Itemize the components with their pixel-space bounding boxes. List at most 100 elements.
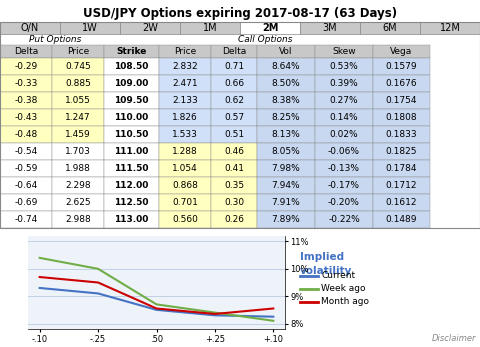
- Text: 108.50: 108.50: [114, 62, 149, 71]
- Bar: [104, 194, 159, 211]
- Text: 112.00: 112.00: [114, 181, 149, 190]
- Bar: [0, 109, 52, 126]
- Bar: [104, 45, 159, 58]
- Text: 8.50%: 8.50%: [272, 79, 300, 88]
- Text: 0.30: 0.30: [224, 198, 244, 207]
- Bar: [373, 160, 430, 177]
- Bar: [0, 22, 60, 34]
- Bar: [159, 194, 211, 211]
- Bar: [159, 58, 211, 75]
- Bar: [315, 126, 373, 143]
- Text: 1.055: 1.055: [65, 96, 91, 105]
- Text: 0.46: 0.46: [224, 147, 244, 156]
- Text: 12M: 12M: [440, 23, 460, 33]
- Bar: [159, 143, 211, 160]
- Bar: [0, 75, 52, 92]
- Bar: [373, 45, 430, 58]
- Text: 2W: 2W: [142, 23, 158, 33]
- Bar: [211, 92, 257, 109]
- Bar: [104, 211, 159, 228]
- Bar: [257, 58, 315, 75]
- Bar: [0, 211, 52, 228]
- Text: -0.13%: -0.13%: [328, 164, 360, 173]
- Text: 0.1808: 0.1808: [386, 113, 417, 122]
- Bar: [60, 22, 120, 34]
- Text: 0.1833: 0.1833: [386, 130, 417, 139]
- Bar: [257, 109, 315, 126]
- Bar: [315, 160, 373, 177]
- Text: 3M: 3M: [323, 23, 337, 33]
- Text: 0.71: 0.71: [224, 62, 244, 71]
- Bar: [52, 177, 104, 194]
- Bar: [315, 177, 373, 194]
- Text: Month ago: Month ago: [321, 297, 369, 306]
- Bar: [52, 45, 104, 58]
- Text: 1.533: 1.533: [172, 130, 198, 139]
- Bar: [315, 143, 373, 160]
- Text: 0.41: 0.41: [224, 164, 244, 173]
- Text: 2.298: 2.298: [65, 181, 91, 190]
- Bar: [0, 177, 52, 194]
- Bar: [315, 109, 373, 126]
- Bar: [52, 143, 104, 160]
- Bar: [180, 22, 240, 34]
- Text: 2.471: 2.471: [172, 79, 198, 88]
- Text: 112.50: 112.50: [114, 198, 149, 207]
- Text: Vol: Vol: [279, 47, 293, 56]
- Text: 0.1676: 0.1676: [386, 79, 417, 88]
- Bar: [159, 92, 211, 109]
- Bar: [159, 45, 211, 58]
- Bar: [211, 45, 257, 58]
- Bar: [211, 126, 257, 143]
- Text: 8.13%: 8.13%: [272, 130, 300, 139]
- Bar: [373, 194, 430, 211]
- Bar: [0, 143, 52, 160]
- Text: 1.459: 1.459: [65, 130, 91, 139]
- Bar: [104, 177, 159, 194]
- Text: -0.48: -0.48: [14, 130, 37, 139]
- Text: 109.00: 109.00: [114, 79, 149, 88]
- Bar: [315, 211, 373, 228]
- Bar: [373, 126, 430, 143]
- Bar: [373, 75, 430, 92]
- Text: 0.885: 0.885: [65, 79, 91, 88]
- Bar: [373, 211, 430, 228]
- Text: Skew: Skew: [332, 47, 356, 56]
- Bar: [257, 92, 315, 109]
- Bar: [257, 143, 315, 160]
- Text: -0.33: -0.33: [14, 79, 38, 88]
- Text: 0.1784: 0.1784: [386, 164, 417, 173]
- Bar: [104, 75, 159, 92]
- Bar: [373, 58, 430, 75]
- Text: -0.54: -0.54: [14, 147, 37, 156]
- Text: 0.51: 0.51: [224, 130, 244, 139]
- Text: 0.62: 0.62: [224, 96, 244, 105]
- Text: 1.988: 1.988: [65, 164, 91, 173]
- Text: 1.247: 1.247: [65, 113, 91, 122]
- Text: -0.74: -0.74: [14, 215, 37, 224]
- Bar: [104, 126, 159, 143]
- Bar: [159, 126, 211, 143]
- Bar: [300, 22, 360, 34]
- Text: Strike: Strike: [116, 47, 147, 56]
- Text: 7.94%: 7.94%: [272, 181, 300, 190]
- Text: 0.1489: 0.1489: [386, 215, 417, 224]
- Text: Week ago: Week ago: [321, 284, 365, 293]
- Bar: [257, 160, 315, 177]
- Bar: [159, 177, 211, 194]
- Bar: [159, 75, 211, 92]
- Text: 6M: 6M: [383, 23, 397, 33]
- Text: -0.06%: -0.06%: [328, 147, 360, 156]
- Bar: [52, 211, 104, 228]
- Bar: [211, 75, 257, 92]
- Text: Price: Price: [67, 47, 89, 56]
- Bar: [52, 109, 104, 126]
- Text: 0.1825: 0.1825: [386, 147, 417, 156]
- Text: Vega: Vega: [390, 47, 413, 56]
- Bar: [52, 58, 104, 75]
- Bar: [104, 160, 159, 177]
- Text: 0.66: 0.66: [224, 79, 244, 88]
- Text: 0.560: 0.560: [172, 215, 198, 224]
- Bar: [373, 177, 430, 194]
- Bar: [373, 92, 430, 109]
